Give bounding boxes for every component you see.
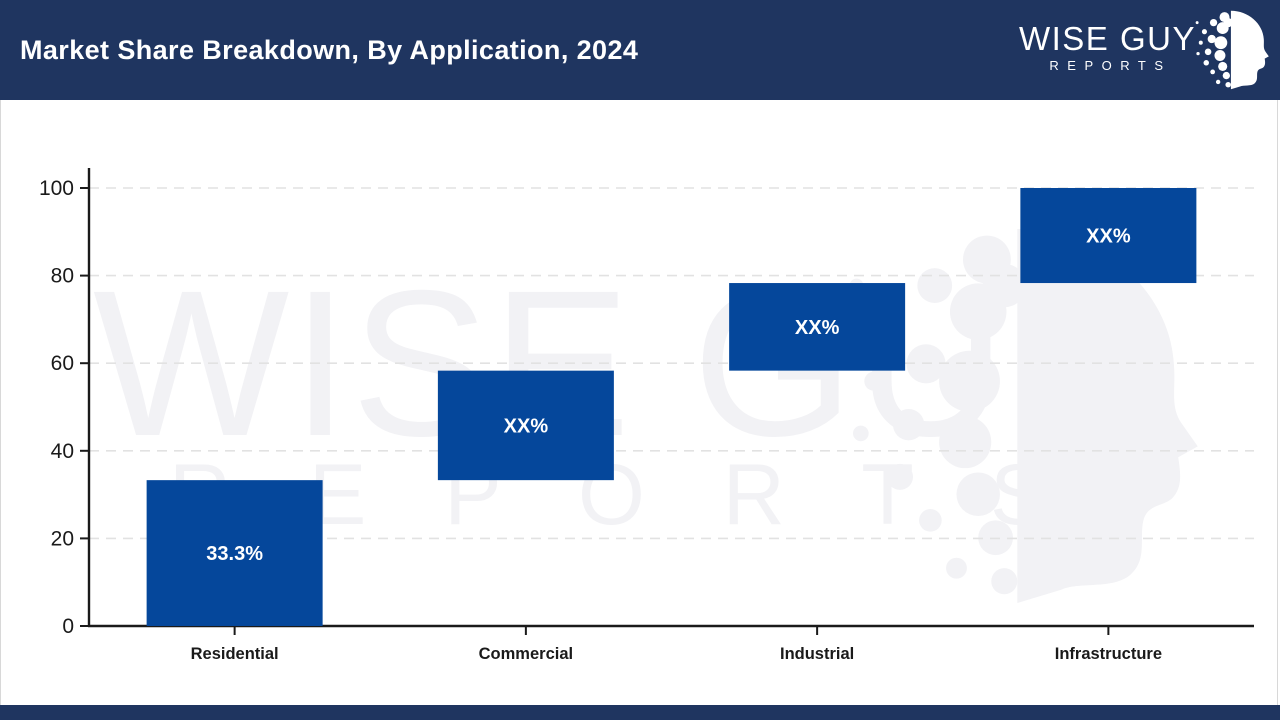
y-tick-label-20: 20 — [51, 527, 74, 550]
x-tick-label-residential: Residential — [191, 645, 279, 663]
header: Market Share Breakdown, By Application, … — [0, 0, 1280, 100]
bar-label-residential: 33.3% — [206, 543, 263, 565]
bar-label-infrastructure: XX% — [1086, 226, 1131, 248]
chart-title: Market Share Breakdown, By Application, … — [20, 35, 639, 65]
logo-wordmark: WISE GUY REPORTS — [1018, 20, 1196, 74]
bar-commercial — [437, 370, 614, 481]
bar-label-commercial: XX% — [504, 415, 549, 437]
x-tick-label-commercial: Commercial — [479, 645, 573, 663]
y-tick-label-80: 80 — [51, 265, 74, 288]
y-tick-label-0: 0 — [62, 615, 74, 638]
x-tick-label-industrial: Industrial — [780, 645, 854, 663]
bar-label-industrial: XX% — [795, 317, 840, 339]
bar-residential — [146, 480, 323, 626]
wiseguy-logo: WISE GUY REPORTS — [1019, 0, 1274, 100]
logo-wordmark-sub: REPORTS — [1049, 58, 1172, 73]
y-tick-label-100: 100 — [39, 177, 74, 200]
footer-bar — [0, 705, 1280, 720]
x-tick-label-infrastructure: Infrastructure — [1055, 645, 1162, 663]
y-tick-label-60: 60 — [51, 352, 74, 375]
waterfall-plot: 0 20 40 60 80 100 33.3% Residential XX% Commercia… — [39, 168, 1254, 663]
logo-head-dots-icon — [1195, 10, 1269, 90]
logo-wordmark-main: WISE GUY — [1018, 20, 1196, 57]
bar-industrial — [729, 283, 906, 371]
y-tick-label-40: 40 — [51, 440, 74, 463]
chart-canvas: WISE GUY R E P O R T S 0 20 40 60 80 100 33.3%… — [0, 100, 1278, 705]
